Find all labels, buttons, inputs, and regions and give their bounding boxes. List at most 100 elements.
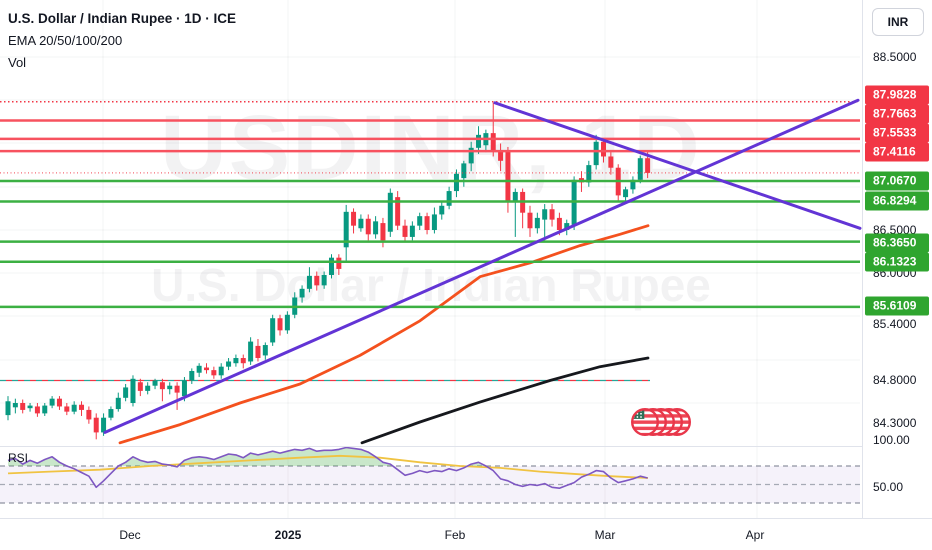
price-level-badge: 86.3650 — [865, 233, 929, 253]
candle-body — [240, 358, 246, 364]
candles-layer — [5, 102, 651, 440]
candle-body — [608, 156, 614, 168]
time-axis-label: Apr — [745, 528, 765, 542]
candle-body — [101, 417, 107, 433]
candle-body — [314, 275, 320, 286]
price-level-badge: 86.1323 — [865, 252, 929, 272]
rsi-line — [7, 446, 648, 490]
candle-body — [328, 257, 334, 275]
gridlines — [0, 0, 860, 518]
candle-body — [373, 221, 379, 235]
price-level-badge: 87.7663 — [865, 104, 929, 124]
candle-body — [534, 217, 540, 229]
price-level-badge: 86.8294 — [865, 191, 929, 211]
candle-body — [218, 366, 224, 376]
candle-body — [630, 179, 636, 190]
time-axis-label: Feb — [444, 528, 466, 542]
price-axis-label: 84.3000 — [873, 416, 917, 430]
candle-body — [137, 382, 143, 391]
time-axis-label: Dec — [119, 528, 141, 542]
candle-body — [424, 216, 430, 230]
candle-body — [56, 398, 62, 407]
rsi-pane-label[interactable]: RSI — [8, 451, 29, 465]
price-axis-label: 100.00 — [873, 433, 910, 447]
candle-body — [409, 225, 415, 237]
currency-unit-button[interactable]: INR — [872, 8, 924, 36]
candle-body — [255, 345, 261, 359]
candle-body — [321, 274, 327, 286]
candle-body — [645, 158, 651, 173]
candle-body — [64, 406, 70, 412]
candle-body — [542, 209, 548, 220]
candle-body — [461, 163, 467, 179]
candle-body — [490, 133, 496, 151]
candle-body — [623, 189, 629, 198]
candle-body — [86, 409, 92, 420]
candle-body — [130, 378, 136, 403]
chart-canvas[interactable] — [0, 0, 862, 518]
candle-body — [601, 141, 607, 157]
candle-body — [351, 211, 357, 226]
candle-body — [115, 397, 121, 410]
candle-body — [439, 205, 445, 215]
candle-body — [270, 318, 276, 343]
candle-body — [27, 405, 33, 409]
candle-body — [564, 223, 570, 230]
candle-body — [586, 165, 592, 183]
candle-body — [159, 382, 165, 390]
candle-body — [277, 318, 283, 331]
ascending-trendline[interactable] — [103, 98, 860, 434]
candle-body — [468, 147, 474, 164]
price-level-badge: 87.5533 — [865, 123, 929, 143]
candle-body — [299, 288, 305, 298]
rsi-ma-line — [7, 454, 649, 479]
candle-body — [93, 417, 99, 433]
candle-body — [512, 191, 518, 203]
candle-body — [476, 134, 482, 148]
candle-body — [556, 217, 562, 230]
candle-body — [380, 223, 386, 241]
candle-body — [549, 209, 555, 220]
us-flag-roundels-icon — [631, 408, 692, 437]
time-axis-label: 2025 — [274, 528, 302, 542]
candle-body — [123, 387, 129, 398]
candle-body — [152, 380, 158, 386]
candle-body — [262, 345, 268, 356]
candle-body — [108, 409, 114, 418]
ema-black-line — [360, 356, 650, 445]
candle-body — [284, 314, 290, 331]
candle-body — [49, 398, 55, 406]
candle-body — [343, 211, 349, 248]
candle-body — [637, 158, 643, 180]
candle-body — [71, 404, 77, 412]
candle-body — [453, 173, 459, 192]
indicator-legend-vol[interactable]: Vol — [8, 55, 27, 70]
candle-body — [145, 385, 151, 391]
candle-body — [248, 341, 254, 362]
price-axis[interactable]: 88.5000 86.5000 86.0000 85.4000 84.8000 84.30… — [862, 0, 932, 518]
candle-body — [593, 141, 599, 166]
candle-body — [505, 150, 511, 203]
candle-body — [417, 216, 423, 226]
descending-trendline[interactable] — [493, 101, 862, 230]
indicator-legend-ema[interactable]: EMA 20/50/100/200 — [8, 33, 123, 48]
price-level-badge: 85.6109 — [865, 296, 929, 316]
candle-body — [498, 150, 504, 161]
candle-body — [34, 406, 40, 414]
candle-body — [402, 225, 408, 237]
pane-separator[interactable] — [0, 446, 932, 447]
candle-body — [336, 257, 342, 269]
price-axis-label: 85.4000 — [873, 317, 917, 331]
candle-body — [211, 370, 217, 376]
symbol-title[interactable]: U.S. Dollar / Indian Rupee · 1D · ICE — [8, 11, 237, 26]
candle-body — [387, 192, 393, 232]
price-level-badge: 87.9828 — [865, 85, 929, 105]
time-axis[interactable]: Dec 2025 Feb Mar Apr — [0, 518, 932, 550]
chart-legend: U.S. Dollar / Indian Rupee · 1D · ICE EM… — [8, 8, 236, 74]
price-axis-label: 88.5000 — [873, 50, 917, 64]
candle-body — [233, 358, 239, 364]
candle-body — [395, 197, 401, 226]
candle-body — [20, 403, 26, 410]
candle-body — [167, 385, 173, 390]
candle-body — [226, 361, 232, 367]
